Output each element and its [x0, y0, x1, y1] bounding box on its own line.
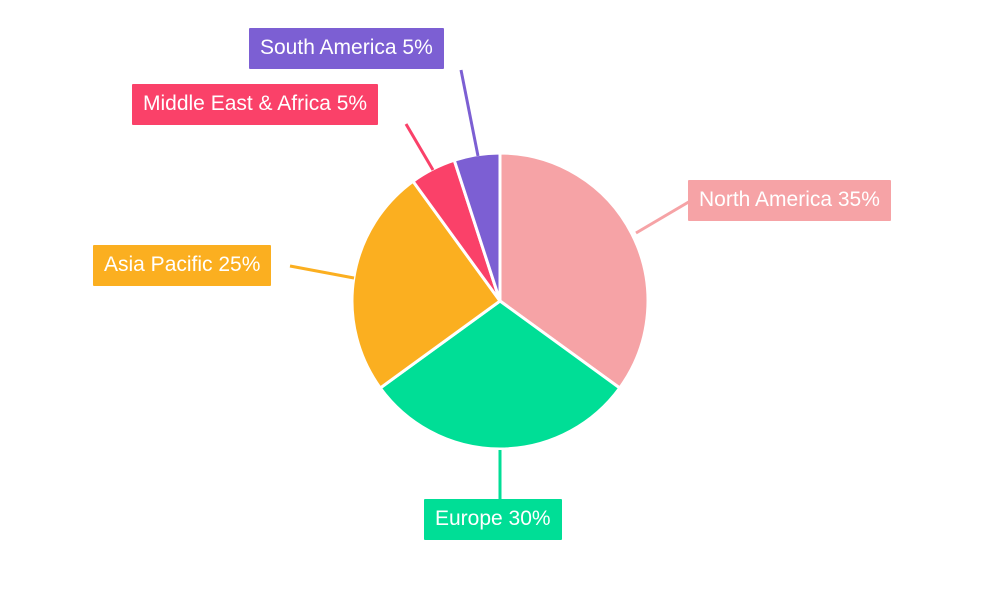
slice-label: Middle East & Africa 5%	[132, 84, 379, 125]
slice-label: South America 5%	[249, 28, 444, 69]
leader-line	[404, 123, 435, 171]
pie-slice-group	[350, 151, 650, 451]
slice-label: North America 35%	[688, 180, 891, 221]
slice-label: Asia Pacific 25%	[93, 245, 272, 286]
leader-line	[635, 198, 693, 235]
pie-slice[interactable]	[498, 151, 650, 390]
pie-slice[interactable]	[378, 299, 622, 451]
leader-line-group	[289, 69, 693, 500]
leader-line	[289, 264, 355, 280]
slice-label: Europe 30%	[424, 499, 562, 540]
leader-line	[459, 69, 480, 157]
